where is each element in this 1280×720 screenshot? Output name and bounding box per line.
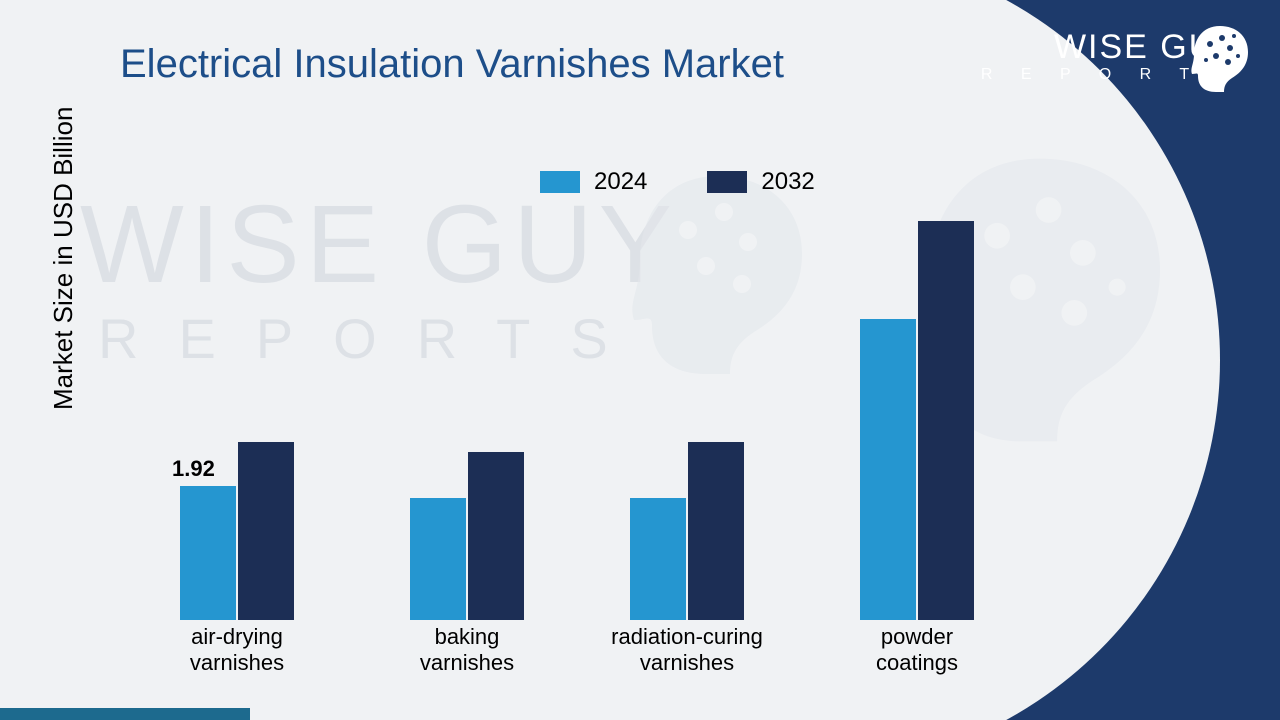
y-axis-label: Market Size in USD Billion (48, 107, 79, 410)
accent-bottom-bar (0, 708, 250, 720)
legend-item-2024: 2024 (540, 168, 647, 196)
legend-label-2024: 2024 (594, 168, 647, 196)
legend: 2024 2032 (540, 168, 815, 196)
bar (468, 452, 524, 620)
bar (860, 319, 916, 620)
legend-label-2032: 2032 (761, 168, 814, 196)
x-axis: air-dryingvarnishesbakingvarnishesradiat… (120, 624, 1080, 694)
plot: 1.92 (120, 200, 1080, 620)
legend-swatch-2032 (707, 171, 747, 193)
x-axis-label: powdercoatings (807, 624, 1027, 677)
x-axis-label: radiation-curingvarnishes (577, 624, 797, 677)
logo: WISE GUY R E P O R T S (981, 30, 1240, 84)
bar (410, 498, 466, 621)
chart-area: 1.92 (120, 200, 1080, 620)
head-icon (1190, 24, 1250, 94)
x-axis-label: bakingvarnishes (357, 624, 577, 677)
page: WISE GUY R E P O R T S WISE GUY REPORTS … (0, 0, 1280, 720)
bar (180, 486, 236, 620)
bar (238, 442, 294, 621)
bar (630, 498, 686, 621)
x-axis-label: air-dryingvarnishes (127, 624, 347, 677)
bar-value-label: 1.92 (172, 456, 215, 482)
chart-title: Electrical Insulation Varnishes Market (120, 40, 784, 88)
legend-item-2032: 2032 (707, 168, 814, 196)
bar (918, 221, 974, 620)
legend-swatch-2024 (540, 171, 580, 193)
bar (688, 442, 744, 621)
